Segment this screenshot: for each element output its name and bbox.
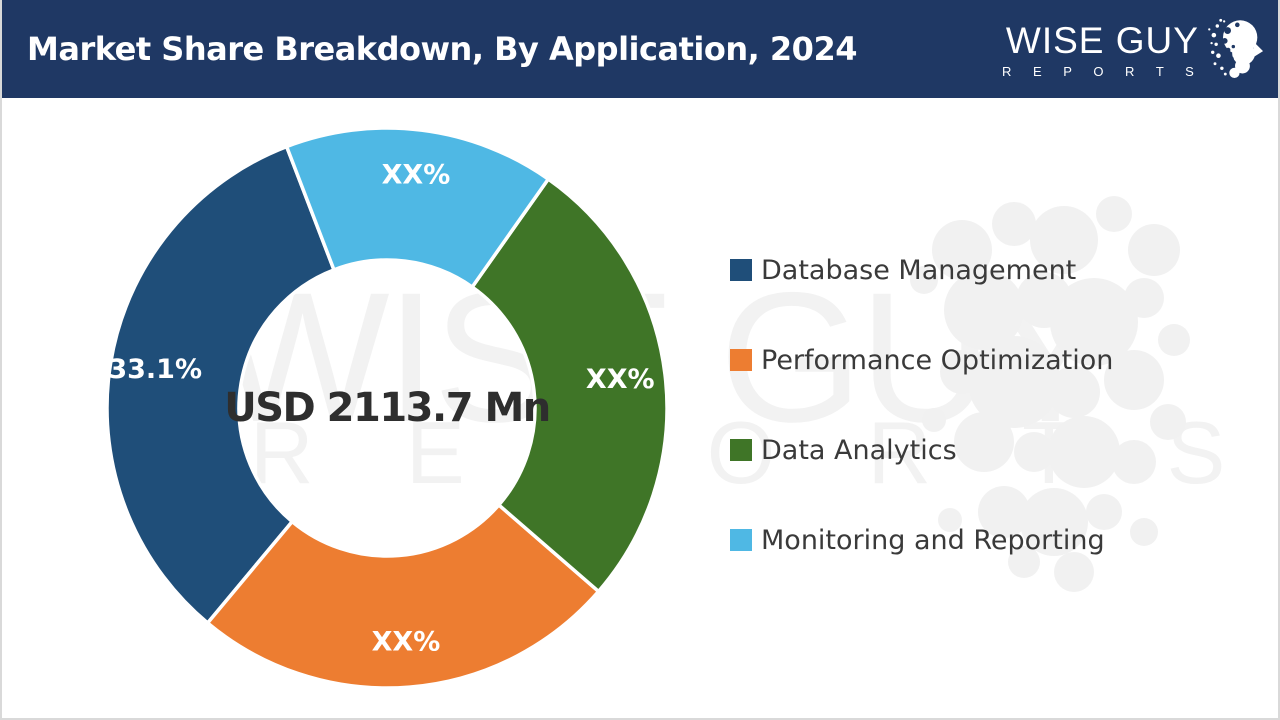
- legend-label: Performance Optimization: [761, 344, 1114, 376]
- chart-center-value: USD 2113.7 Mn: [224, 385, 551, 431]
- legend-label: Monitoring and Reporting: [761, 524, 1105, 556]
- legend-swatch: [730, 529, 752, 551]
- segment-percent-label: XX%: [586, 364, 655, 395]
- donut-segment: [470, 177, 669, 594]
- brand-reports-line: R E P O R T S: [1002, 64, 1203, 79]
- brand-wordmark-block: WISE GUY R E P O R T S: [1002, 20, 1203, 80]
- legend-label: Database Management: [761, 254, 1077, 286]
- brand-logo: WISE GUY R E P O R T S: [1002, 8, 1264, 92]
- legend-item-monitoring-and-reporting: Monitoring and Reporting: [730, 514, 1113, 566]
- segment-percent-label: XX%: [372, 627, 441, 658]
- brand-wordmark: WISE GUY: [1005, 20, 1199, 61]
- legend-swatch: [730, 439, 752, 461]
- legend-swatch: [730, 259, 752, 281]
- legend-label: Data Analytics: [761, 434, 957, 466]
- donut-segment: [284, 126, 550, 289]
- chart-legend: Database Management Performance Optimiza…: [730, 244, 1113, 604]
- legend-swatch: [730, 349, 752, 371]
- donut-segment: [205, 503, 601, 690]
- wiseguy-face-icon: [1207, 18, 1263, 79]
- page-title: Market Share Breakdown, By Application, …: [27, 30, 857, 68]
- segment-percent-label: XX%: [382, 159, 451, 190]
- legend-item-database-management: Database Management: [730, 244, 1113, 296]
- legend-item-performance-optimization: Performance Optimization: [730, 334, 1113, 386]
- legend-item-data-analytics: Data Analytics: [730, 424, 1113, 476]
- app-header: Market Share Breakdown, By Application, …: [2, 0, 1278, 98]
- segment-percent-label: 33.1%: [108, 354, 202, 385]
- donut-segment: [105, 144, 336, 625]
